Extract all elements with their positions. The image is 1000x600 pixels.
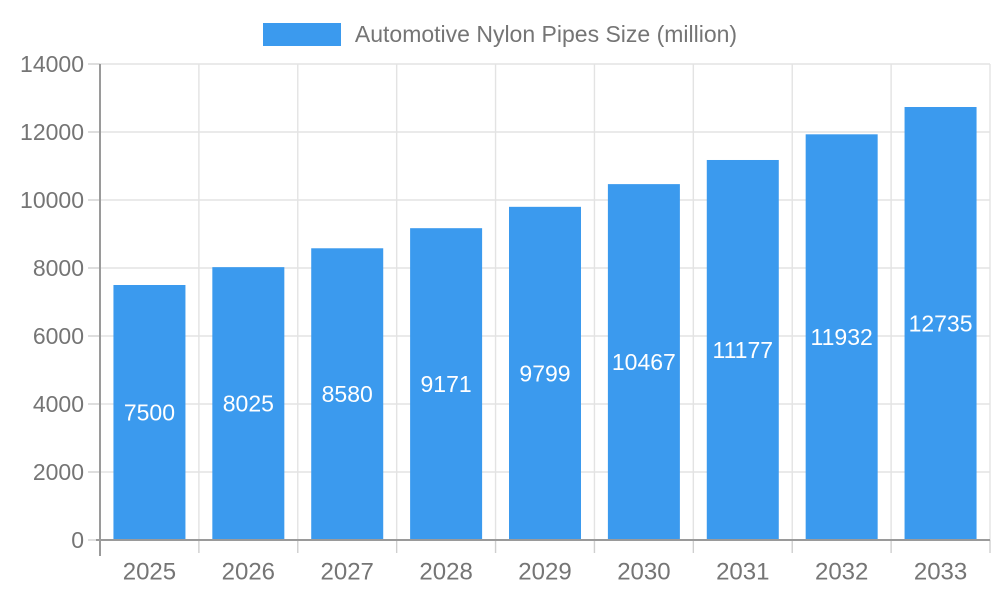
legend-swatch: [262, 23, 341, 46]
y-tick-label: 12000: [20, 119, 84, 145]
bar: [904, 107, 977, 540]
y-tick-label: 6000: [33, 323, 84, 349]
x-tick-label: 2028: [419, 559, 472, 586]
x-tick-label: 2027: [321, 559, 374, 586]
bar-value-label: 8025: [223, 391, 274, 417]
y-tick-label: 0: [71, 527, 84, 553]
y-tick-label: 4000: [33, 391, 84, 417]
y-tick-label: 10000: [20, 187, 84, 213]
y-tick-label: 2000: [33, 459, 84, 485]
bar: [113, 285, 186, 540]
bar: [212, 267, 285, 540]
bar-value-label: 11177: [713, 337, 774, 363]
bar: [706, 159, 779, 540]
bar-value-label: 9171: [421, 371, 472, 397]
bar: [805, 134, 878, 540]
bar: [607, 184, 680, 540]
x-tick-label: 2030: [617, 559, 670, 586]
bar-value-label: 10467: [612, 349, 676, 375]
x-tick-label: 2033: [914, 559, 967, 586]
bar-value-label: 11932: [811, 324, 873, 350]
legend: Automotive Nylon Pipes Size (million): [0, 21, 1000, 48]
bar: [410, 228, 483, 540]
x-tick-label: 2026: [222, 559, 275, 586]
x-tick-label: 2032: [815, 559, 868, 586]
bar: [311, 248, 384, 540]
x-tick-label: 2029: [518, 559, 571, 586]
bar-value-label: 12735: [909, 311, 973, 337]
y-tick-label: 8000: [33, 255, 84, 281]
bar-value-label: 7500: [124, 400, 175, 426]
y-tick-label: 14000: [20, 51, 84, 77]
bar: [509, 206, 581, 541]
legend-label: Automotive Nylon Pipes Size (million): [354, 21, 738, 47]
x-tick-label: 2031: [716, 559, 769, 586]
bar-value-label: 8580: [322, 381, 373, 407]
bar-value-label: 9799: [519, 360, 570, 386]
x-tick-label: 2025: [123, 559, 176, 586]
